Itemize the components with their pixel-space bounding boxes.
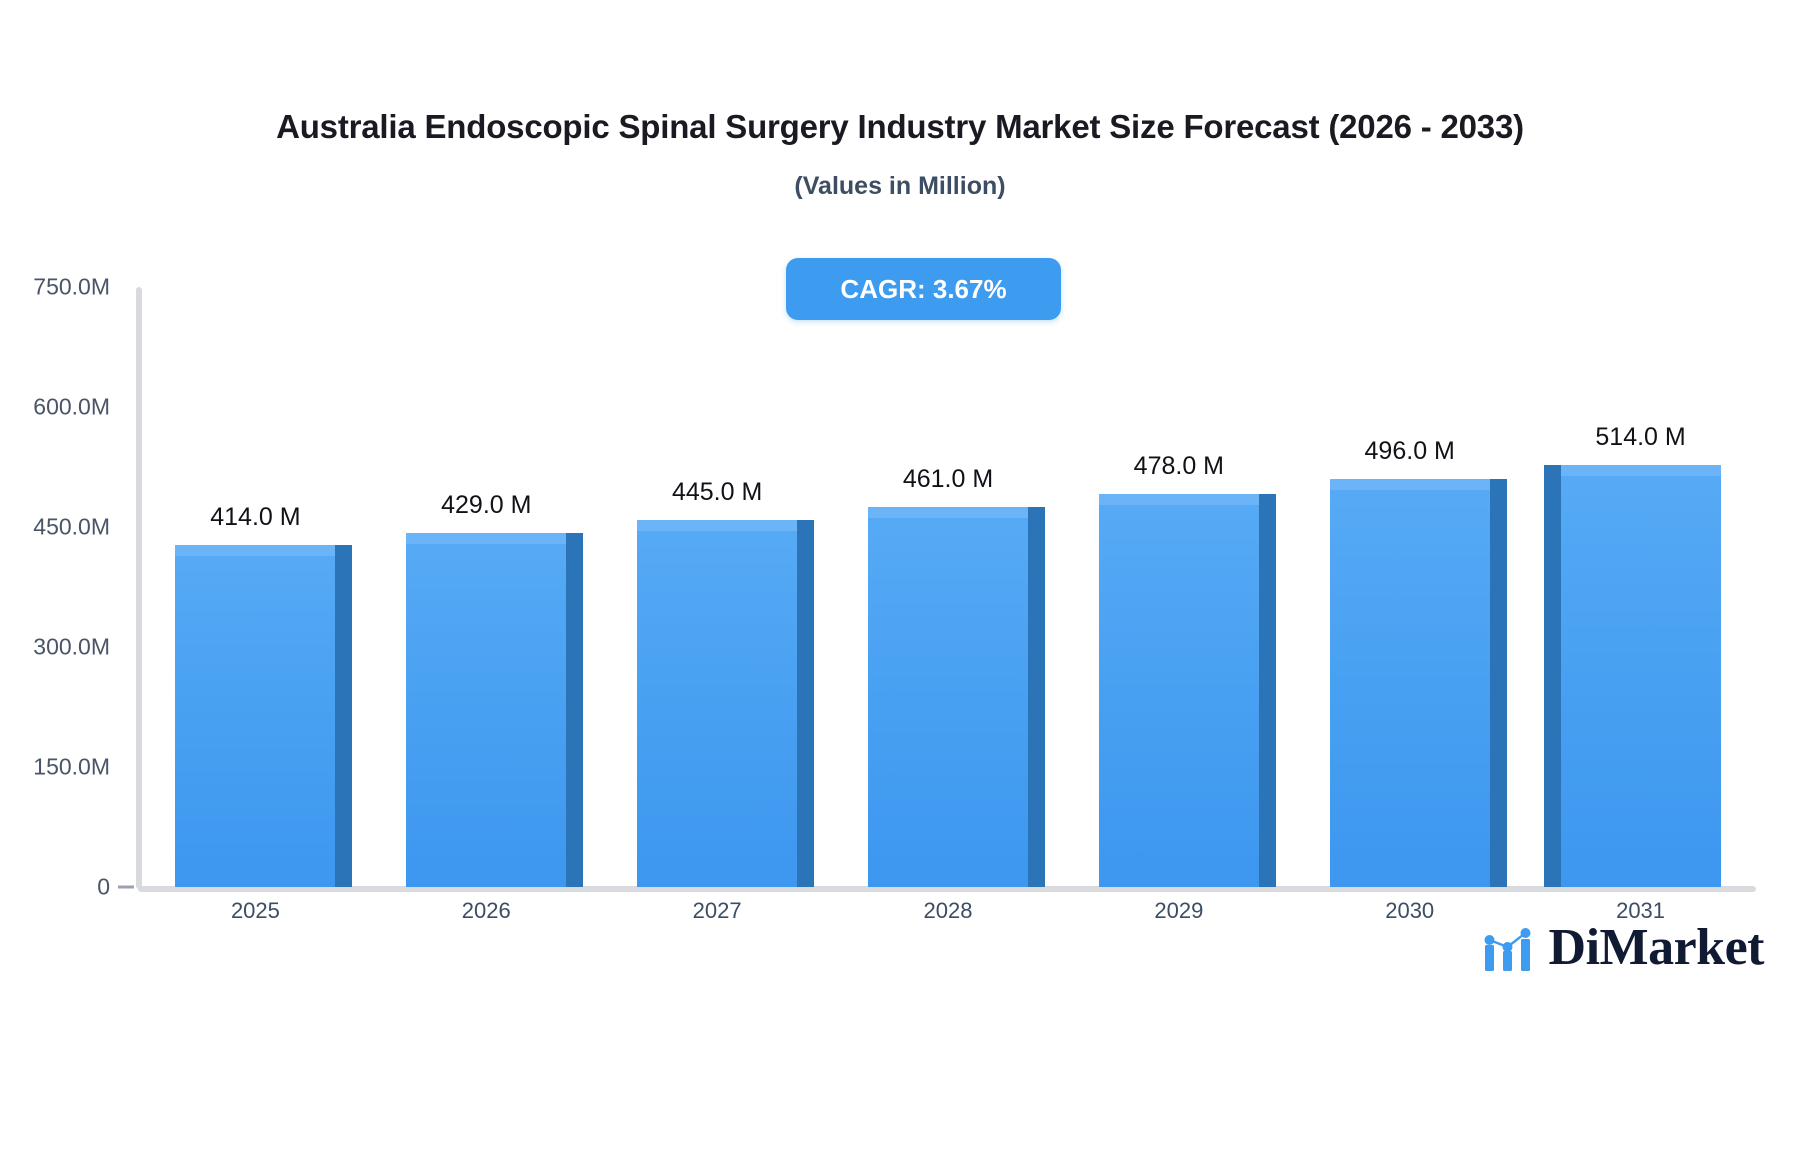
bar-value-label: 414.0 M [210, 502, 301, 531]
x-axis-tick-label: 2030 [1385, 898, 1435, 923]
bar-side-face [566, 532, 584, 887]
bar-front-face [868, 518, 1028, 887]
bar-value-label: 461.0 M [902, 465, 994, 494]
y-axis-tick-label: 0 [97, 873, 110, 900]
bar [406, 532, 584, 887]
brand-logo: DiMarket [1483, 919, 1765, 976]
bar-side-face [797, 520, 815, 887]
bar-value-label: 514.0 M [1595, 422, 1686, 451]
bar-top-face [1329, 479, 1490, 491]
bar-side-face [1489, 479, 1507, 887]
bar-front-face [1098, 504, 1259, 887]
bar-front-face [175, 555, 336, 887]
bar-side-face [1258, 493, 1276, 887]
y-axis-tick-label: 300.0M [33, 633, 110, 660]
x-axis-tick-label: 2028 [923, 898, 973, 923]
y-axis-tick-label: 600.0M [33, 393, 110, 420]
bar [175, 544, 353, 887]
x-axis-tick-label: 2029 [1154, 898, 1204, 923]
bar-side-face [1028, 507, 1045, 887]
bar-front-face [406, 543, 567, 887]
x-axis-tick-label: 2026 [461, 898, 511, 923]
bar-side-face [1543, 464, 1561, 887]
bar-top-face [406, 532, 567, 544]
bar-chart-icon [1484, 928, 1531, 971]
brand-name: DiMarket [1548, 919, 1765, 976]
y-axis-line [136, 287, 142, 889]
x-axis-tick-label: 2025 [230, 898, 280, 923]
bar-top-face [868, 507, 1028, 519]
bar [868, 507, 1045, 887]
bar-front-face [1560, 475, 1721, 887]
bar-top-face [637, 520, 798, 531]
bar-top-face [1098, 493, 1259, 505]
bar [637, 520, 815, 887]
y-axis-tick-label: 150.0M [33, 753, 110, 780]
cagr-badge-label: CAGR: 3.67% [840, 273, 1007, 304]
x-axis-tick-label: 2031 [1616, 898, 1666, 923]
chart-title: Australia Endoscopic Spinal Surgery Indu… [276, 108, 1524, 145]
bar [1543, 464, 1721, 887]
y-axis-tick-mark [118, 885, 134, 889]
bar-value-label: 445.0 M [671, 478, 763, 506]
bar-top-face [175, 544, 336, 556]
y-axis-tick-label: 750.0M [33, 273, 110, 300]
chart-subtitle: (Values in Million) [794, 172, 1006, 200]
bar-value-label: 429.0 M [441, 490, 532, 519]
bar [1329, 479, 1507, 887]
bar-side-face [335, 544, 353, 887]
x-axis-tick-label: 2027 [692, 898, 742, 923]
bar-value-label: 478.0 M [1133, 451, 1225, 480]
y-axis-tick-label: 450.0M [33, 513, 110, 540]
bar-front-face [637, 531, 798, 887]
bar-value-label: 496.0 M [1364, 437, 1455, 466]
bar-top-face [1560, 464, 1721, 476]
cagr-badge: CAGR: 3.67% [786, 258, 1061, 320]
bar-front-face [1329, 490, 1490, 887]
bar [1098, 493, 1276, 887]
x-axis-line [138, 886, 1756, 892]
